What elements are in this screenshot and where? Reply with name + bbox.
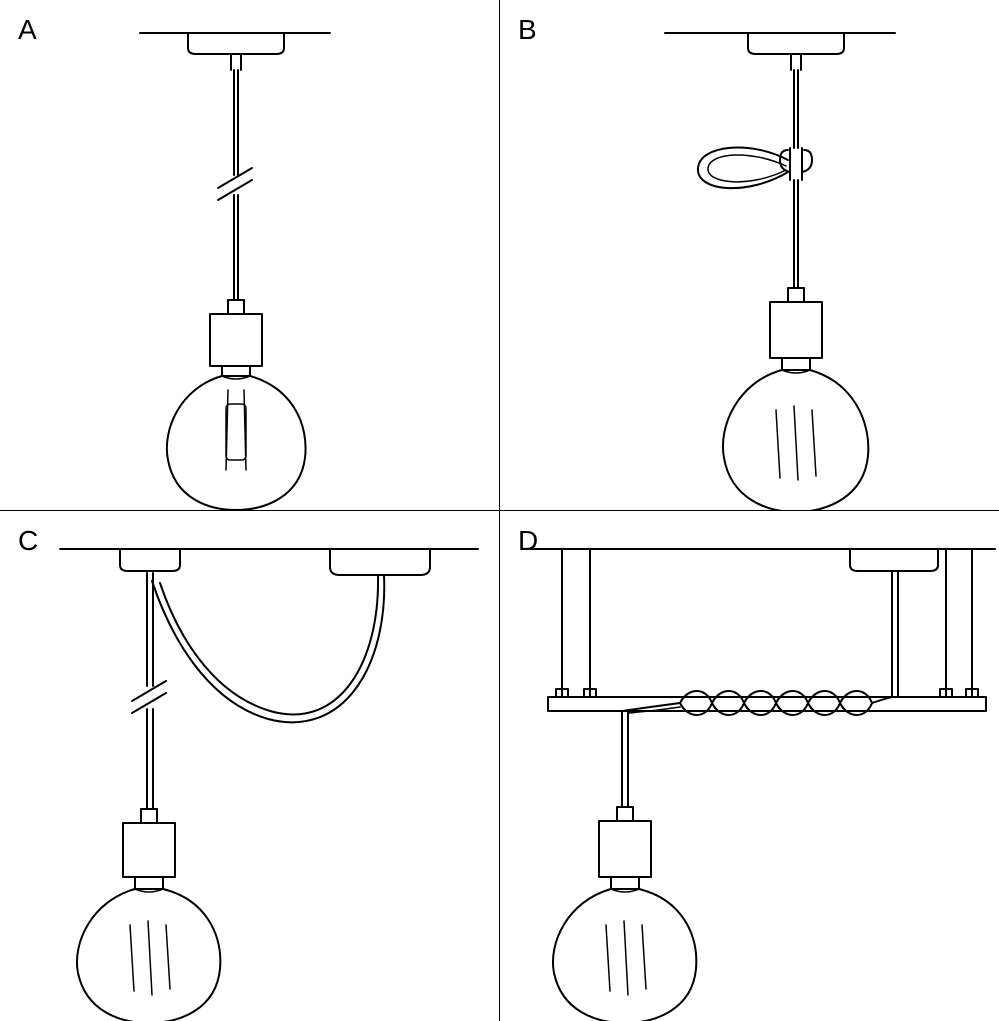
panel-label-c: C	[18, 525, 38, 557]
drawing-c	[0, 511, 499, 1021]
panel-b: B	[500, 0, 999, 511]
panel-label-b: B	[518, 14, 537, 46]
panel-label-a: A	[18, 14, 37, 46]
drawing-a	[0, 0, 499, 510]
panel-c: C	[0, 511, 500, 1021]
panel-label-d: D	[518, 525, 538, 557]
panel-d: D	[500, 511, 999, 1021]
diagram-grid: A	[0, 0, 999, 1020]
drawing-d	[500, 511, 999, 1021]
drawing-b	[500, 0, 999, 510]
panel-a: A	[0, 0, 500, 511]
